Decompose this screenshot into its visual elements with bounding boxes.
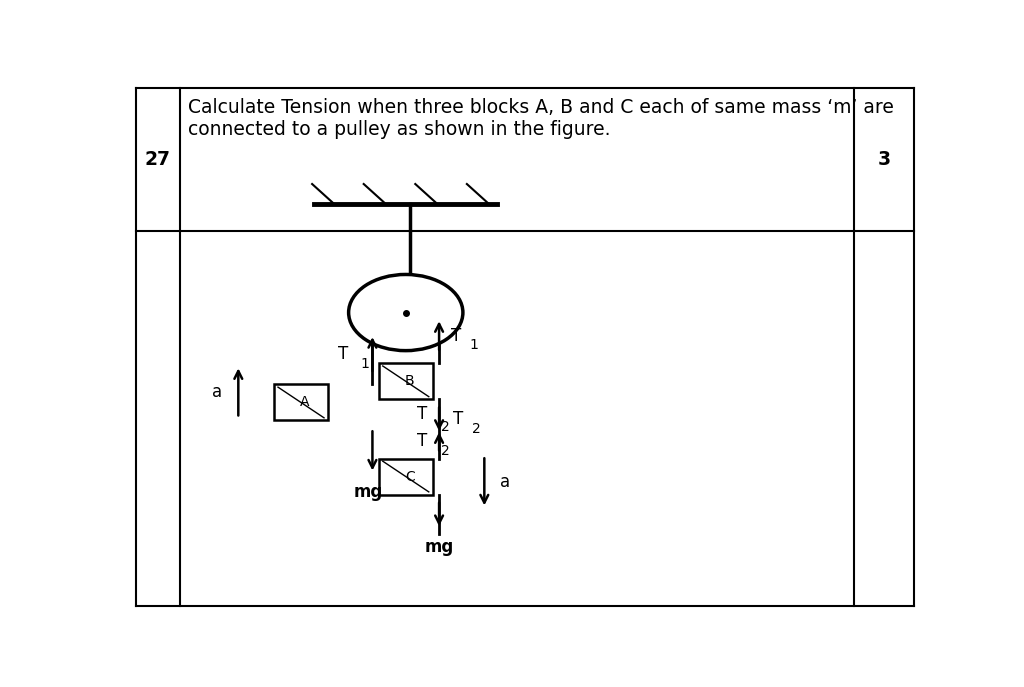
- Text: mg: mg: [425, 539, 454, 556]
- Text: T: T: [417, 432, 427, 451]
- Text: B: B: [404, 374, 415, 388]
- Text: T: T: [451, 326, 461, 345]
- Text: T: T: [417, 405, 427, 423]
- Text: 27: 27: [144, 150, 171, 168]
- Text: C: C: [404, 469, 415, 484]
- Text: T: T: [338, 345, 348, 363]
- Text: 1: 1: [469, 338, 478, 352]
- Text: 2: 2: [441, 444, 451, 458]
- Bar: [379, 363, 433, 399]
- Text: mg: mg: [354, 483, 383, 501]
- Text: a: a: [500, 473, 510, 491]
- Text: 3: 3: [878, 150, 891, 168]
- Bar: [379, 458, 433, 495]
- Text: Calculate Tension when three blocks A, B and C each of same mass ‘m’ are
connect: Calculate Tension when three blocks A, B…: [187, 98, 893, 139]
- Text: A: A: [300, 396, 309, 409]
- Text: T: T: [454, 410, 464, 428]
- Text: 1: 1: [360, 357, 370, 370]
- Text: a: a: [212, 383, 222, 401]
- Text: 2: 2: [472, 422, 481, 436]
- Bar: [274, 385, 328, 420]
- Text: 2: 2: [441, 420, 451, 434]
